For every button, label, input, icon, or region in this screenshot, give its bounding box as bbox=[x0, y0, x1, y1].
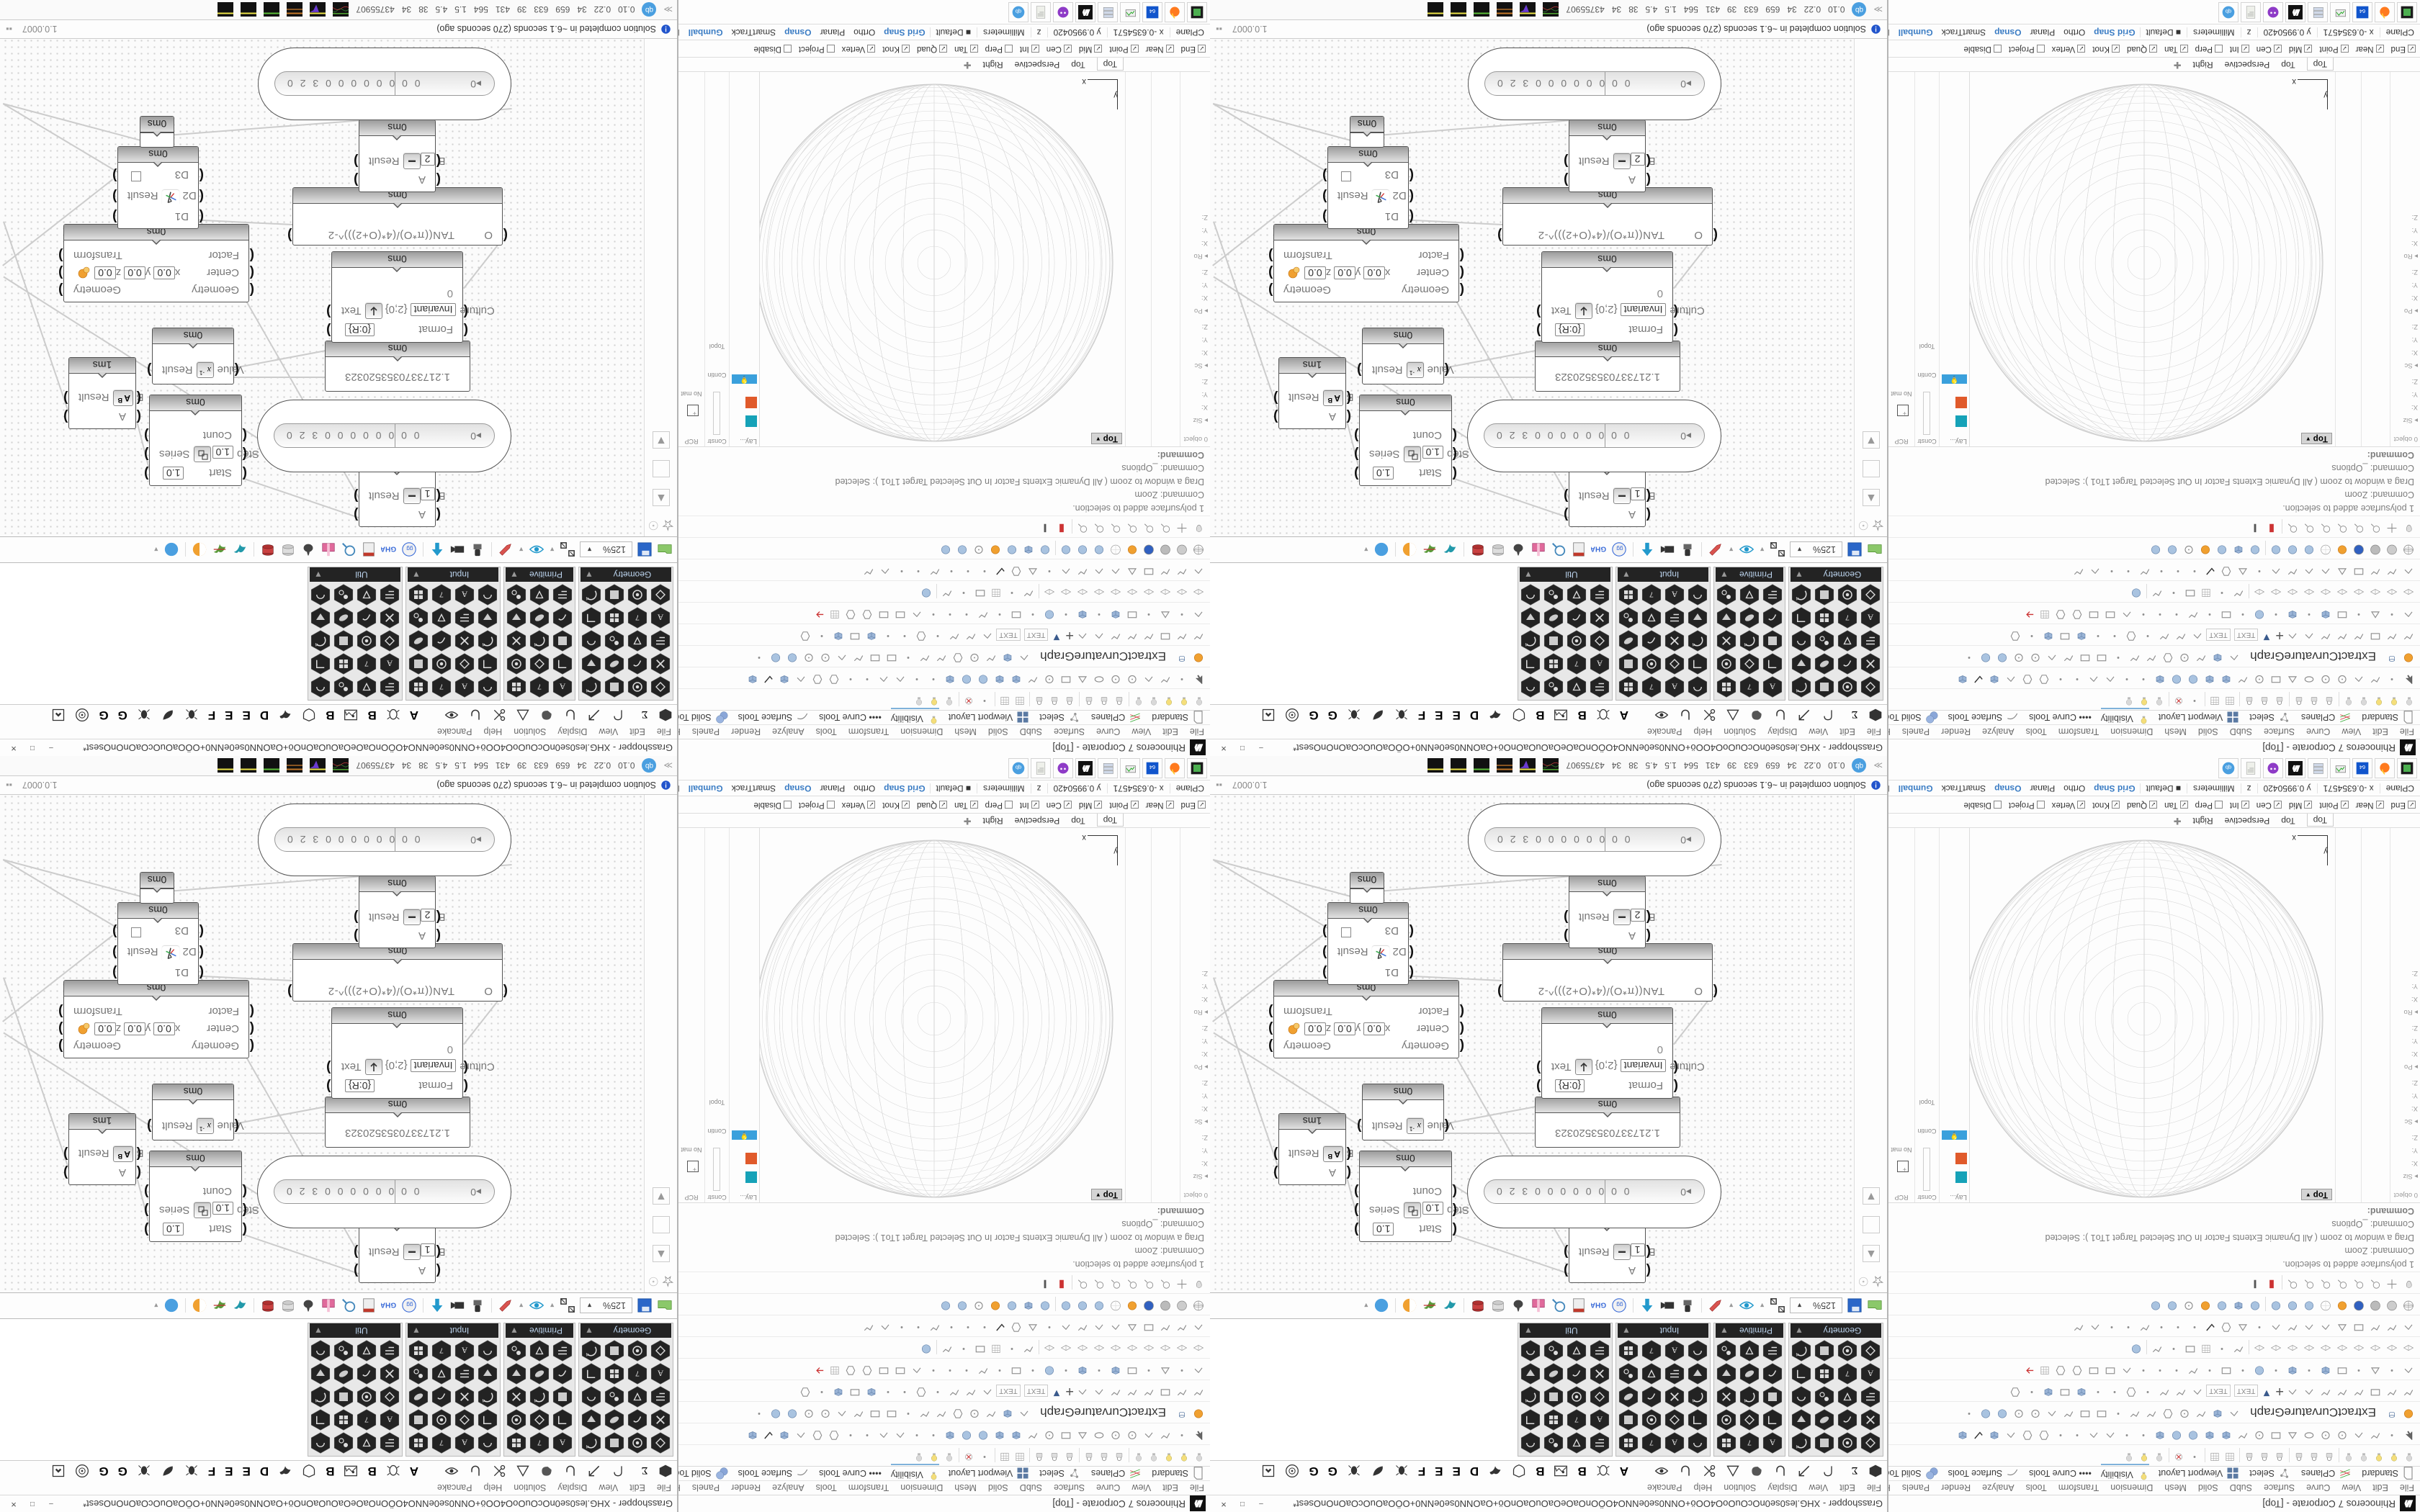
svg-text:64: 64 bbox=[2360, 8, 2365, 14]
svg-text:4: 4 bbox=[1796, 1351, 1798, 1356]
svg-text:7: 7 bbox=[1845, 1369, 1850, 1377]
svg-text:A: A bbox=[1867, 613, 1873, 623]
svg-text:4: 4 bbox=[1796, 688, 1798, 693]
svg-text:4: 4 bbox=[586, 595, 588, 600]
svg-text:4: 4 bbox=[1692, 642, 1695, 647]
svg-text:GHA: GHA bbox=[381, 545, 396, 553]
svg-text:7: 7 bbox=[537, 682, 542, 690]
svg-text:gg: gg bbox=[406, 1302, 413, 1308]
svg-text:7: 7 bbox=[1747, 682, 1752, 690]
svg-text:7: 7 bbox=[1649, 1438, 1654, 1446]
svg-text:4: 4 bbox=[1525, 642, 1528, 647]
svg-text:-1: -1 bbox=[1410, 1125, 1415, 1132]
svg-text:7: 7 bbox=[635, 1369, 640, 1377]
svg-text:4: 4 bbox=[315, 642, 318, 647]
svg-text:A: A bbox=[124, 393, 130, 403]
svg-text:x: x bbox=[207, 1121, 211, 1131]
svg-text:gg: gg bbox=[1616, 1302, 1623, 1308]
svg-text:7: 7 bbox=[1574, 1415, 1579, 1423]
svg-text:7: 7 bbox=[1747, 1438, 1752, 1446]
svg-text:7: 7 bbox=[439, 590, 444, 598]
svg-text:x: x bbox=[1417, 1121, 1421, 1131]
svg-text:-1: -1 bbox=[1410, 369, 1415, 376]
svg-text:7: 7 bbox=[439, 1346, 444, 1354]
svg-text:A: A bbox=[461, 590, 467, 600]
svg-text:4: 4 bbox=[1796, 595, 1798, 600]
svg-text:B: B bbox=[1327, 1153, 1332, 1160]
svg-text:4: 4 bbox=[1692, 1398, 1695, 1403]
svg-text:x: x bbox=[1417, 365, 1421, 375]
svg-text:4: 4 bbox=[315, 1398, 318, 1403]
svg-text:B: B bbox=[1327, 397, 1332, 404]
svg-text:A: A bbox=[386, 659, 393, 669]
svg-text:7: 7 bbox=[1649, 590, 1654, 598]
svg-text:gg: gg bbox=[1616, 546, 1623, 552]
svg-text:A: A bbox=[1769, 682, 1775, 692]
svg-text:7: 7 bbox=[1574, 659, 1579, 667]
svg-text:A: A bbox=[461, 682, 467, 692]
svg-text:Σ: Σ bbox=[642, 1464, 648, 1476]
svg-text:7: 7 bbox=[364, 1415, 369, 1423]
svg-text:A: A bbox=[1769, 1438, 1775, 1448]
svg-text:A: A bbox=[657, 1369, 663, 1379]
svg-text:A: A bbox=[1671, 1438, 1677, 1448]
svg-text:A: A bbox=[1671, 682, 1677, 692]
svg-text:-1: -1 bbox=[200, 1125, 205, 1132]
svg-text:Σ: Σ bbox=[1852, 1464, 1858, 1476]
svg-text:64: 64 bbox=[1150, 764, 1155, 770]
svg-text:A: A bbox=[461, 1346, 467, 1356]
svg-text:7: 7 bbox=[1649, 1346, 1654, 1354]
svg-text:A: A bbox=[1596, 1415, 1603, 1425]
svg-text:4: 4 bbox=[482, 1398, 485, 1403]
svg-text:4: 4 bbox=[1744, 1398, 1747, 1403]
svg-text:GHA: GHA bbox=[1591, 1301, 1606, 1309]
svg-text:GHA: GHA bbox=[381, 1301, 396, 1309]
svg-text:7: 7 bbox=[1845, 613, 1850, 621]
svg-text:GHA: GHA bbox=[1591, 545, 1606, 553]
svg-text:64: 64 bbox=[1150, 8, 1155, 14]
svg-text:B: B bbox=[117, 1153, 122, 1160]
svg-text:A: A bbox=[559, 682, 565, 692]
svg-text:4: 4 bbox=[1744, 642, 1747, 647]
svg-text:A: A bbox=[657, 613, 663, 623]
svg-text:A: A bbox=[1596, 659, 1603, 669]
svg-text:4: 4 bbox=[482, 642, 485, 647]
svg-text:4: 4 bbox=[586, 1351, 588, 1356]
svg-text:qb: qb bbox=[2226, 9, 2231, 15]
svg-text:A: A bbox=[1867, 1369, 1873, 1379]
svg-text:A: A bbox=[1671, 590, 1677, 600]
svg-text:7: 7 bbox=[537, 1438, 542, 1446]
svg-text:4: 4 bbox=[586, 1444, 588, 1449]
svg-text:4: 4 bbox=[534, 1398, 537, 1403]
svg-text:Σ: Σ bbox=[642, 708, 648, 720]
svg-text:A: A bbox=[1334, 393, 1340, 403]
svg-text:7: 7 bbox=[439, 1438, 444, 1446]
svg-text:7: 7 bbox=[439, 682, 444, 690]
svg-text:Σ: Σ bbox=[1852, 708, 1858, 720]
svg-text:B: B bbox=[117, 397, 122, 404]
svg-text:A: A bbox=[559, 1438, 565, 1448]
svg-text:qb: qb bbox=[1016, 9, 1021, 15]
svg-text:A: A bbox=[461, 1438, 467, 1448]
svg-text:-1: -1 bbox=[200, 369, 205, 376]
svg-text:qb: qb bbox=[1016, 765, 1021, 771]
svg-text:7: 7 bbox=[1649, 682, 1654, 690]
svg-text:A: A bbox=[124, 1149, 130, 1159]
svg-text:64: 64 bbox=[2360, 764, 2365, 770]
svg-text:x: x bbox=[207, 365, 211, 375]
svg-text:4: 4 bbox=[534, 642, 537, 647]
svg-text:qb: qb bbox=[2226, 765, 2231, 771]
svg-text:A: A bbox=[1671, 1346, 1677, 1356]
svg-text:7: 7 bbox=[364, 659, 369, 667]
svg-text:A: A bbox=[1334, 1149, 1340, 1159]
svg-text:gg: gg bbox=[406, 546, 413, 552]
svg-text:7: 7 bbox=[635, 613, 640, 621]
svg-text:4: 4 bbox=[1796, 1444, 1798, 1449]
svg-text:A: A bbox=[386, 1415, 393, 1425]
svg-text:4: 4 bbox=[1525, 1398, 1528, 1403]
svg-text:4: 4 bbox=[586, 688, 588, 693]
